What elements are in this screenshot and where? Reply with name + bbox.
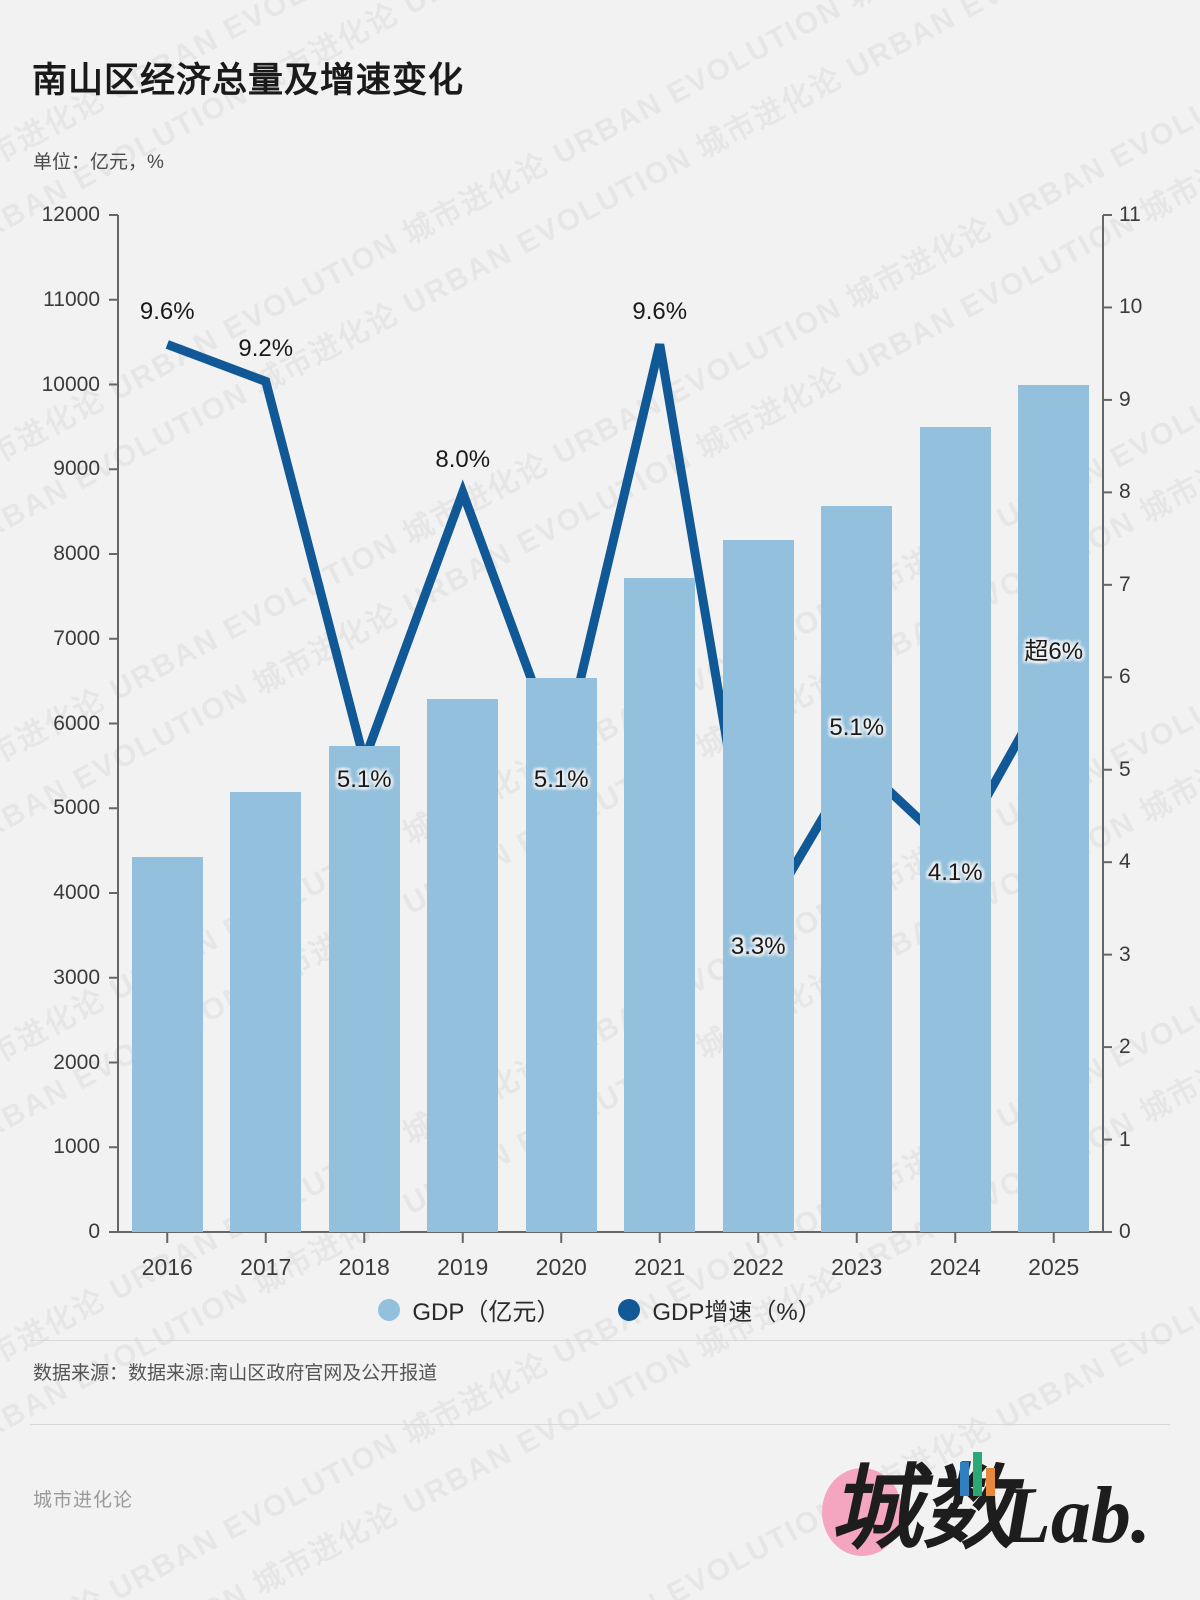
y-axis-label-left: 5000 [53,796,100,820]
y-axis-label-right: 3 [1119,942,1131,966]
line-data-label: 9.6% [139,298,195,326]
x-axis-label: 2016 [141,1254,193,1280]
y-axis-label-left: 2000 [53,1050,100,1074]
line-data-label: 5.1% [336,766,392,794]
brand-label: 城市进化论 [33,1490,134,1511]
x-axis-label: 2020 [535,1254,587,1280]
line-data-label: 9.2% [238,335,294,363]
y-axis-label-right: 2 [1119,1035,1131,1059]
line-data-label: 5.1% [829,714,885,742]
x-axis-label: 2022 [732,1254,784,1280]
x-axis-label: 2019 [437,1254,489,1280]
svg-text:Lab.: Lab. [1001,1472,1151,1560]
y-axis-label-right: 0 [1119,1220,1131,1243]
line-data-label: 超6% [1024,638,1084,666]
legend-label-gdp: GDP（亿元） [412,1299,561,1326]
bar[interactable] [230,792,302,1232]
x-axis-label: 2025 [1028,1254,1080,1280]
y-axis-label-left: 6000 [53,711,100,735]
y-axis-label-left: 10000 [41,372,100,396]
x-axis-label: 2023 [831,1254,883,1280]
bar[interactable] [821,505,893,1232]
line-data-label: 4.1% [927,858,983,886]
divider-top [30,1340,1170,1341]
y-axis-label-left: 3000 [53,965,100,989]
bar[interactable] [427,698,499,1232]
growth-line[interactable] [165,340,1058,940]
legend-item-growth[interactable]: GDP增速（%） [618,1292,822,1327]
y-axis-label-right: 5 [1119,757,1131,781]
legend-item-gdp[interactable]: GDP（亿元） [378,1292,560,1327]
bar[interactable] [624,577,696,1232]
line-data-label: 9.6% [632,298,688,326]
y-axis-label-right: 1 [1119,1127,1131,1151]
y-axis-label-right: 7 [1119,572,1131,596]
x-axis-label: 2017 [240,1254,292,1280]
y-axis-label-left: 9000 [53,457,100,481]
line-data-label: 8.0% [435,446,491,474]
legend-swatch-growth [618,1298,641,1321]
y-axis-label-left: 8000 [53,542,100,565]
bar[interactable] [525,677,597,1232]
x-axis-label: 2021 [634,1254,686,1280]
logo: 城数 Lab. [744,1440,1164,1560]
line-data-label: 5.1% [533,766,589,794]
bar[interactable] [328,746,400,1232]
y-axis-label-left: 0 [88,1220,100,1243]
bar[interactable] [1018,384,1090,1232]
logo-svg: 城数 Lab. [822,1452,1151,1560]
svg-text:城数: 城数 [827,1457,1033,1560]
y-axis-label-left: 11000 [43,287,100,311]
y-axis-label-right: 8 [1119,480,1131,504]
y-axis-label-right: 9 [1119,387,1131,411]
bar[interactable] [131,857,203,1232]
bar[interactable] [722,540,794,1232]
y-axis-label-left: 4000 [53,881,100,904]
legend-swatch-gdp [378,1298,401,1321]
source-note: 数据来源：数据来源:南山区政府官网及公开报道 [33,1363,438,1384]
y-axis-label-left: 1000 [53,1135,100,1159]
x-axis-label: 2018 [338,1254,390,1280]
y-axis-label-right: 6 [1119,665,1131,689]
page-title: 南山区经济总量及增速变化 [32,61,465,100]
y-axis-label-right: 11 [1119,203,1141,226]
y-axis-label-right: 10 [1119,295,1143,319]
divider-bottom [30,1424,1170,1425]
legend-label-growth: GDP增速（%） [652,1299,822,1326]
y-axis-label-right: 4 [1119,850,1131,874]
chart-subtitle: 单位：亿元，% [33,152,164,173]
y-axis-label-left: 7000 [53,626,100,650]
x-axis-label: 2024 [929,1254,981,1280]
line-data-label: 3.3% [730,932,786,960]
bar[interactable] [919,426,991,1232]
chart-legend: GDP（亿元） GDP增速（%） [0,1292,1200,1327]
y-axis-label-left: 12000 [41,203,100,226]
